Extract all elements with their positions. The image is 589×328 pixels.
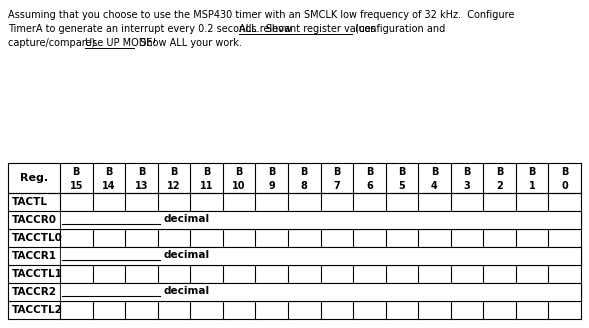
- Text: decimal: decimal: [164, 286, 210, 296]
- Text: Show ALL your work.: Show ALL your work.: [134, 38, 241, 48]
- Text: TACCTL2: TACCTL2: [12, 305, 63, 315]
- Text: decimal: decimal: [164, 250, 210, 260]
- Bar: [61, 283, 581, 301]
- Text: 9: 9: [268, 181, 275, 191]
- Text: 0: 0: [561, 181, 568, 191]
- Text: B: B: [72, 167, 80, 177]
- Text: B: B: [366, 167, 373, 177]
- Text: Assuming that you choose to use the MSP430 timer with an SMCLK low frequency of : Assuming that you choose to use the MSP4…: [8, 10, 514, 20]
- Text: 1: 1: [529, 181, 535, 191]
- Bar: [61, 247, 581, 265]
- Text: TimerA to generate an interrupt every 0.2 seconds.  Show: TimerA to generate an interrupt every 0.…: [8, 24, 295, 34]
- Text: Reg.: Reg.: [20, 173, 48, 183]
- Text: decimal: decimal: [164, 214, 210, 224]
- Text: B: B: [236, 167, 243, 177]
- Text: B: B: [464, 167, 471, 177]
- Text: 14: 14: [102, 181, 115, 191]
- Text: 3: 3: [464, 181, 471, 191]
- Text: Use UP MODE!: Use UP MODE!: [85, 38, 156, 48]
- Text: TACCR0: TACCR0: [12, 215, 57, 225]
- Text: 15: 15: [70, 181, 83, 191]
- Text: B: B: [170, 167, 178, 177]
- Text: B: B: [561, 167, 568, 177]
- Text: 13: 13: [135, 181, 148, 191]
- Text: 7: 7: [333, 181, 340, 191]
- Text: B: B: [431, 167, 438, 177]
- Text: 10: 10: [232, 181, 246, 191]
- Text: capture/compare).: capture/compare).: [8, 38, 104, 48]
- Text: (configuration and: (configuration and: [352, 24, 445, 34]
- Text: 11: 11: [200, 181, 213, 191]
- Text: ALL relevant register values: ALL relevant register values: [239, 24, 376, 34]
- Text: TACTL: TACTL: [12, 197, 48, 207]
- Text: 12: 12: [167, 181, 181, 191]
- Text: B: B: [138, 167, 145, 177]
- Text: B: B: [105, 167, 112, 177]
- Text: TACCTL1: TACCTL1: [12, 269, 63, 279]
- Text: TACCTL0: TACCTL0: [12, 233, 63, 243]
- Text: 5: 5: [399, 181, 405, 191]
- Text: 6: 6: [366, 181, 373, 191]
- Text: 8: 8: [301, 181, 307, 191]
- Text: TACCR1: TACCR1: [12, 251, 57, 261]
- Text: B: B: [333, 167, 340, 177]
- Text: B: B: [203, 167, 210, 177]
- Text: B: B: [528, 167, 536, 177]
- Text: 2: 2: [496, 181, 503, 191]
- Text: B: B: [398, 167, 406, 177]
- Text: B: B: [268, 167, 275, 177]
- Text: B: B: [300, 167, 308, 177]
- Text: 4: 4: [431, 181, 438, 191]
- Text: TACCR2: TACCR2: [12, 287, 57, 297]
- Text: B: B: [496, 167, 503, 177]
- Bar: [61, 211, 581, 229]
